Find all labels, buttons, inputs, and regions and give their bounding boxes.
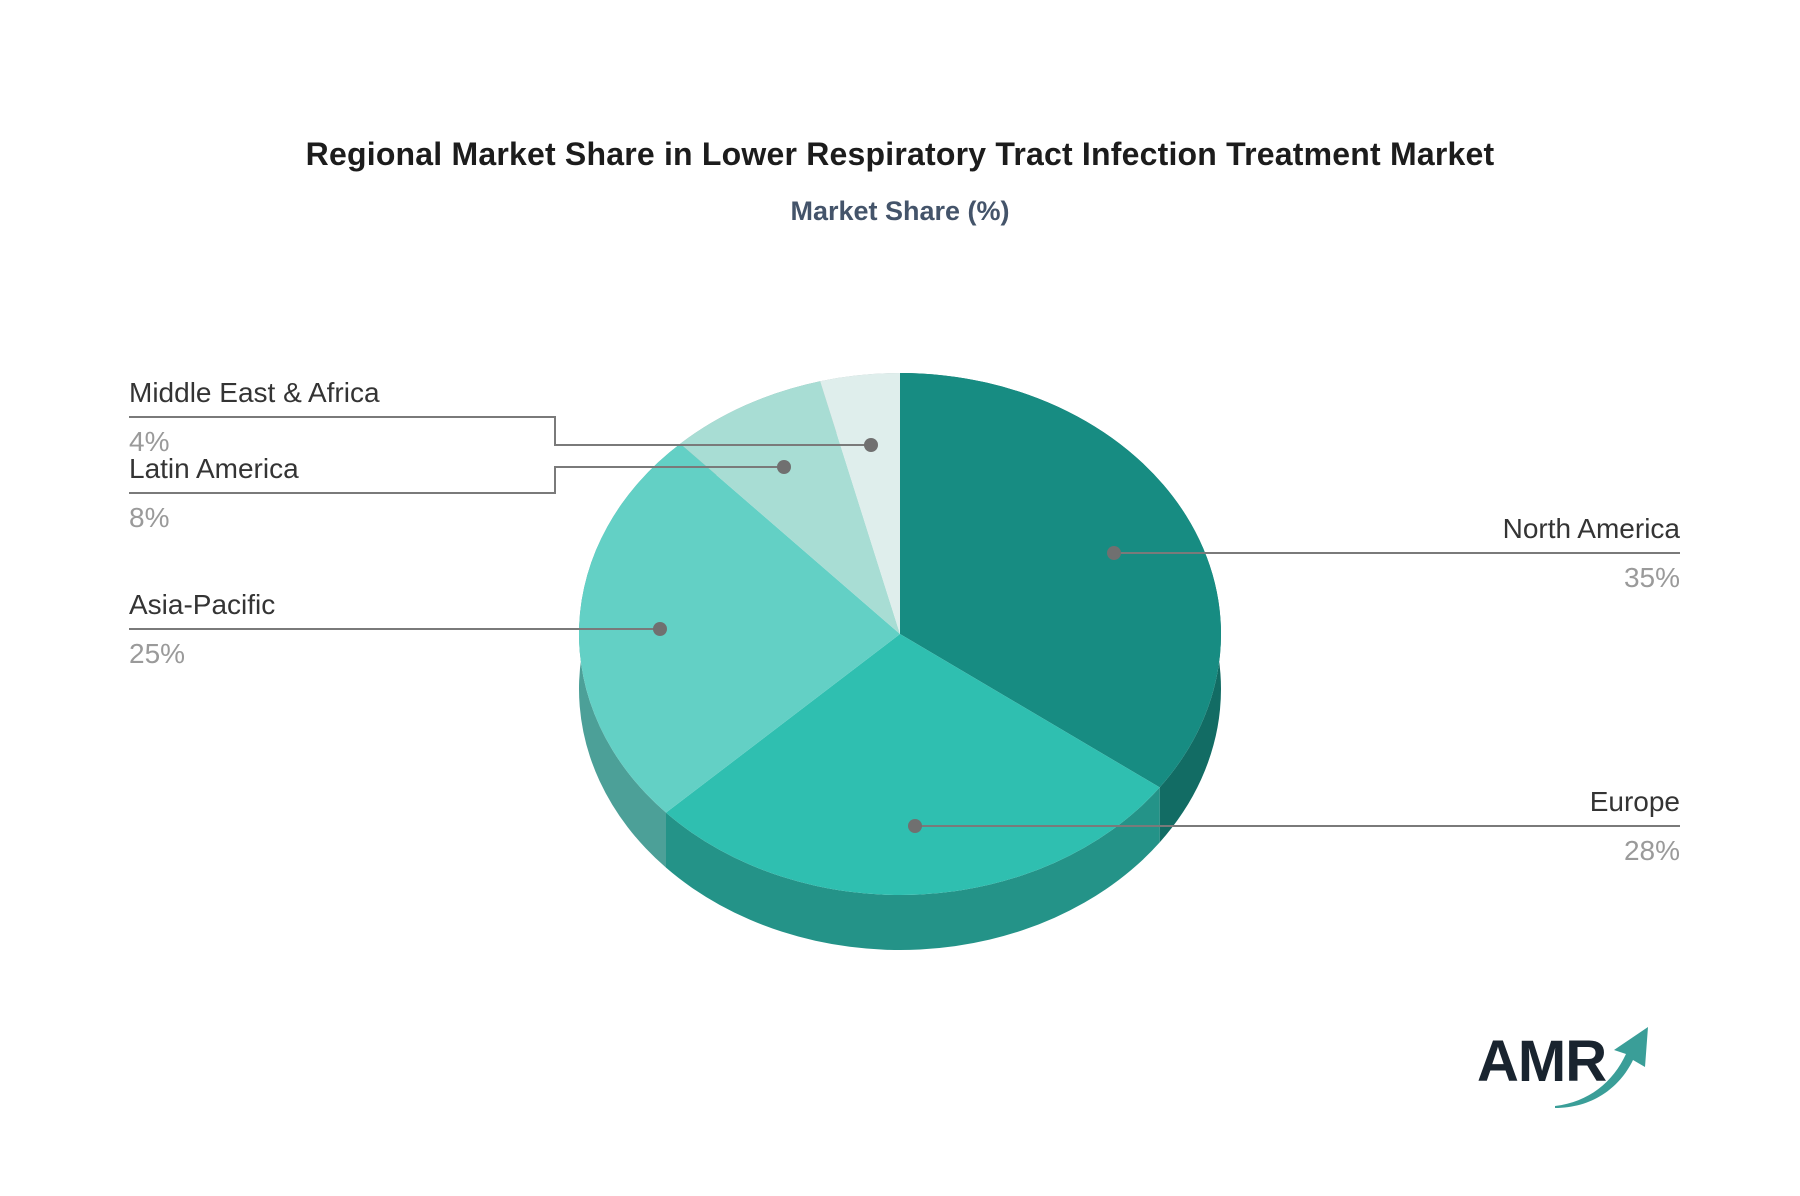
amr-logo: AMR — [1477, 1027, 1697, 1128]
pie-slice-north-america[interactable] — [900, 373, 1221, 788]
slice-pct-europe: 28% — [1623, 835, 1680, 866]
pie-slice-asia-pacific[interactable] — [578, 443, 900, 813]
pie-slice-europe[interactable] — [666, 634, 1160, 895]
slice-label-europe: Europe — [1589, 786, 1680, 817]
slice-label-north-america: North America — [1502, 513, 1680, 544]
leader-dot-europe — [908, 819, 922, 833]
leader-dot-latin-america — [777, 460, 791, 474]
leader-dot-asia-pacific — [653, 622, 667, 636]
leader-line-middle-east-africa — [129, 416, 871, 446]
leader-line-latin-america — [129, 466, 784, 494]
slice-pct-latin-america: 8% — [129, 502, 170, 533]
amr-logo-arrow-icon — [1555, 1027, 1648, 1108]
pie-slice-middle-east-africa[interactable] — [820, 373, 900, 634]
slice-label-latin-america: Latin America — [129, 453, 299, 484]
slice-pct-asia-pacific: 25% — [129, 638, 186, 669]
slice-label-asia-pacific: Asia-Pacific — [129, 589, 276, 620]
slice-label-middle-east-africa: Middle East & Africa — [129, 377, 380, 408]
amr-logo-text: AMR — [1477, 1029, 1607, 1094]
leader-dot-middle-east-africa — [864, 438, 878, 452]
chart-title: Regional Market Share in Lower Respirato… — [305, 136, 1495, 172]
pie-wall-europe — [666, 787, 1160, 950]
slice-pct-middle-east-africa: 4% — [129, 426, 170, 457]
leader-dot-north-america — [1107, 546, 1121, 560]
chart-subtitle: Market Share (%) — [790, 196, 1010, 226]
slice-pct-north-america: 35% — [1623, 562, 1680, 593]
